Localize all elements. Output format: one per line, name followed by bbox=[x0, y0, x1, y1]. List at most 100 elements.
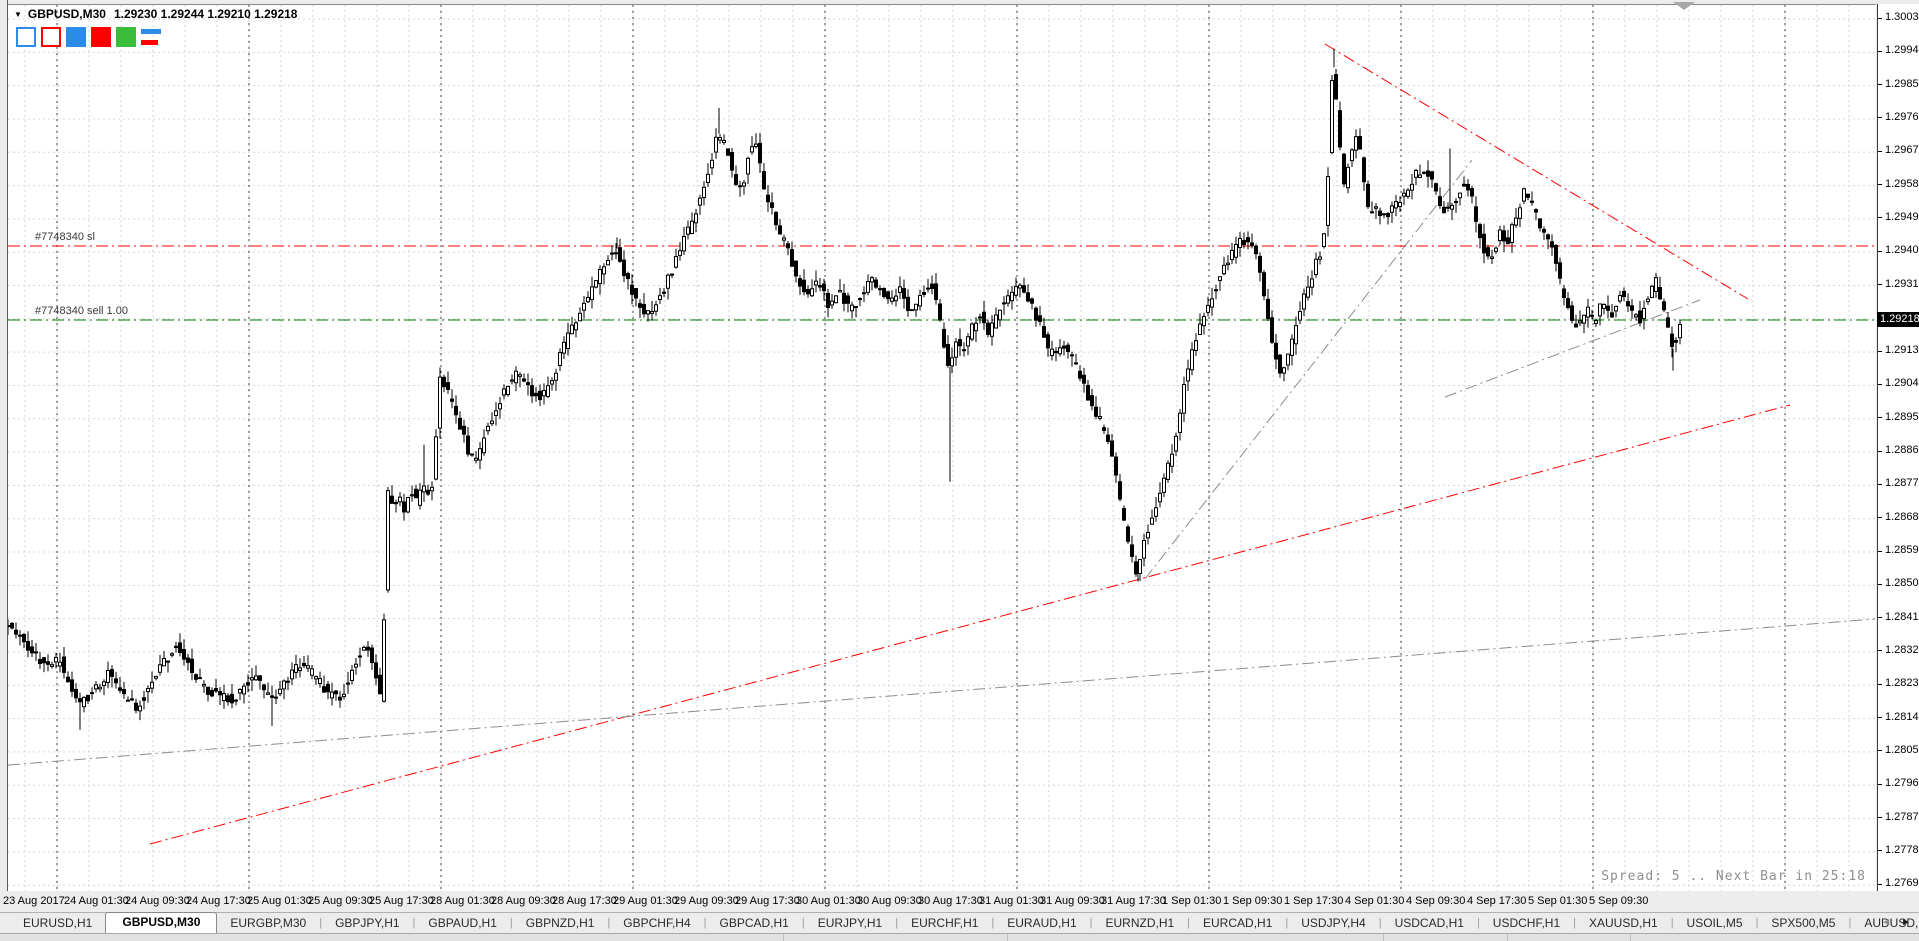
price-axis-tick bbox=[1878, 150, 1882, 152]
chart-title: GBPUSD,M30 bbox=[27, 7, 106, 21]
tab-eurnzd-h1[interactable]: EURNZD,H1 bbox=[1105, 916, 1175, 930]
chart-canvas[interactable] bbox=[8, 4, 1876, 892]
price-axis-tick bbox=[1878, 583, 1882, 585]
tab-gbpusd-m30[interactable]: GBPUSD,M30 bbox=[105, 912, 218, 934]
chart-ohlc: 1.29230 1.29244 1.29210 1.29218 bbox=[113, 7, 298, 21]
swatch-outline-blue[interactable] bbox=[16, 27, 36, 47]
candles bbox=[8, 48, 1682, 730]
tab-separator: | bbox=[1573, 917, 1576, 929]
swatch-bars-bluered[interactable] bbox=[141, 27, 161, 47]
trend-lines bbox=[8, 43, 1876, 845]
current-price-badge: 1.29218 bbox=[1877, 312, 1919, 327]
swatch-solid-red[interactable] bbox=[91, 27, 111, 47]
price-axis-label: 1.29850 bbox=[1885, 77, 1919, 90]
price-axis-tick bbox=[1878, 617, 1882, 619]
time-axis-label: 29 Aug 17:30 bbox=[735, 895, 800, 907]
day-separator-lines bbox=[56, 5, 1786, 891]
price-axis-tick bbox=[1878, 517, 1882, 519]
price-axis-tick bbox=[1878, 17, 1882, 19]
time-axis-label: 25 Aug 09:30 bbox=[308, 895, 373, 907]
price-axis-label: 1.29760 bbox=[1885, 110, 1919, 123]
tab-eurcad-h1[interactable]: EURCAD,H1 bbox=[1203, 916, 1273, 930]
tab-separator: | bbox=[509, 917, 513, 929]
tab-separator: | bbox=[1476, 917, 1480, 929]
chart-shift-marker-icon[interactable] bbox=[1673, 2, 1695, 10]
statusbar-separator bbox=[1007, 934, 1008, 941]
price-axis-label: 1.28230 bbox=[1885, 677, 1919, 690]
price-axis-tick bbox=[1878, 783, 1882, 785]
price-axis-label: 1.27690 bbox=[1885, 877, 1919, 890]
time-axis-label: 31 Aug 01:30 bbox=[979, 895, 1044, 907]
tab-usdchf-h1[interactable]: USDCHF,H1 bbox=[1492, 916, 1561, 930]
price-axis-label: 1.29310 bbox=[1885, 277, 1919, 290]
swatch-solid-green[interactable] bbox=[116, 27, 136, 47]
time-axis-label: 28 Aug 09:30 bbox=[491, 895, 556, 907]
price-axis-label: 1.28500 bbox=[1885, 577, 1919, 590]
tab-audusd-h4[interactable]: AUDUSD,H4 bbox=[1864, 916, 1919, 930]
tab-usoil-m5[interactable]: USOIL,M5 bbox=[1686, 916, 1743, 930]
tab-gbpnzd-h1[interactable]: GBPNZD,H1 bbox=[525, 916, 595, 930]
price-axis-label: 1.27870 bbox=[1885, 810, 1919, 823]
tab-eurjpy-h1[interactable]: EURJPY,H1 bbox=[817, 916, 883, 930]
price-axis-tick bbox=[1878, 217, 1882, 219]
tab-eurgbp-m30[interactable]: EURGBP,M30 bbox=[230, 916, 307, 930]
price-axis-label: 1.28320 bbox=[1885, 643, 1919, 656]
tab-separator: | bbox=[991, 917, 995, 929]
price-axis-label: 1.29130 bbox=[1885, 344, 1919, 357]
tab-separator: | bbox=[412, 917, 416, 929]
time-axis-label: 25 Aug 17:30 bbox=[369, 895, 434, 907]
tabs-scroll-left-icon[interactable]: ◄ bbox=[1881, 917, 1892, 928]
tab-gbpjpy-h1[interactable]: GBPJPY,H1 bbox=[335, 916, 400, 930]
time-axis-label: 24 Aug 01:30 bbox=[64, 895, 129, 907]
statusbar-separator bbox=[783, 934, 784, 941]
time-axis-label: 31 Aug 09:30 bbox=[1040, 895, 1105, 907]
price-axis-tick bbox=[1878, 117, 1882, 119]
time-axis-label: 4 Sep 09:30 bbox=[1406, 895, 1466, 907]
time-axis-label: 28 Aug 17:30 bbox=[552, 895, 617, 907]
tabs-scroll-right-icon[interactable]: ► bbox=[1901, 917, 1911, 928]
time-axis-label: 30 Aug 09:30 bbox=[857, 895, 922, 907]
price-axis-tick bbox=[1878, 550, 1882, 552]
time-axis-label: 29 Aug 09:30 bbox=[674, 895, 739, 907]
time-axis[interactable]: 23 Aug 2017 24 Aug 01:30 24 Aug 09:30 24 Au… bbox=[0, 891, 1919, 912]
price-axis-label: 1.29400 bbox=[1885, 244, 1919, 257]
price-axis-tick bbox=[1878, 50, 1882, 52]
tab-separator: | bbox=[1848, 917, 1852, 929]
window-left-border bbox=[0, 0, 8, 933]
price-axis-label: 1.29670 bbox=[1885, 144, 1919, 157]
price-axis-label: 1.28770 bbox=[1885, 477, 1919, 490]
swatch-outline-red[interactable] bbox=[41, 27, 61, 47]
tab-euraud-h1[interactable]: EURAUD,H1 bbox=[1007, 916, 1077, 930]
tab-separator: | bbox=[895, 917, 899, 929]
time-axis-label: 31 Aug 17:30 bbox=[1101, 895, 1166, 907]
time-axis-label: 29 Aug 01:30 bbox=[613, 895, 678, 907]
price-axis-tick bbox=[1878, 84, 1882, 86]
statusbar-separator bbox=[1630, 934, 1631, 941]
price-axis-tick bbox=[1878, 450, 1882, 452]
tab-usdjpy-h4[interactable]: USDJPY,H4 bbox=[1301, 916, 1366, 930]
price-axis-tick bbox=[1878, 817, 1882, 819]
tab-gbpaud-h1[interactable]: GBPAUD,H1 bbox=[428, 916, 497, 930]
time-axis-label: 30 Aug 17:30 bbox=[918, 895, 983, 907]
tab-xauusd-h1[interactable]: XAUUSD,H1 bbox=[1589, 916, 1658, 930]
tab-separator: | bbox=[703, 917, 707, 929]
tab-eurusd-h1[interactable]: EURUSD,H1 bbox=[23, 916, 93, 930]
price-axis-label: 1.28050 bbox=[1885, 743, 1919, 756]
price-axis-label: 1.28140 bbox=[1885, 710, 1919, 723]
price-axis[interactable]: 1.30030 1.29940 1.29850 1.29760 1.29670 1.295… bbox=[1877, 4, 1919, 891]
tab-separator: | bbox=[1378, 917, 1382, 929]
swatch-solid-blue[interactable] bbox=[66, 27, 86, 47]
sell-order-line-label: #7748340 sell 1.00 bbox=[35, 305, 128, 317]
time-axis-label: 23 Aug 2017 bbox=[3, 895, 65, 907]
symbol-dropdown-icon[interactable]: ▼ bbox=[14, 10, 22, 19]
tab-gbpchf-h4[interactable]: GBPCHF,H4 bbox=[623, 916, 691, 930]
price-axis-label: 1.28860 bbox=[1885, 444, 1919, 457]
price-axis-tick bbox=[1878, 650, 1882, 652]
time-axis-label: 4 Sep 17:30 bbox=[1467, 895, 1527, 907]
tab-usdcad-h1[interactable]: USDCAD,H1 bbox=[1394, 916, 1464, 930]
tab-eurchf-h1[interactable]: EURCHF,H1 bbox=[911, 916, 979, 930]
price-axis-label: 1.28950 bbox=[1885, 410, 1919, 423]
tab-spx500-m5[interactable]: SPX500,M5 bbox=[1771, 916, 1836, 930]
tab-gbpcad-h1[interactable]: GBPCAD,H1 bbox=[719, 916, 789, 930]
price-axis-label: 1.28680 bbox=[1885, 510, 1919, 523]
